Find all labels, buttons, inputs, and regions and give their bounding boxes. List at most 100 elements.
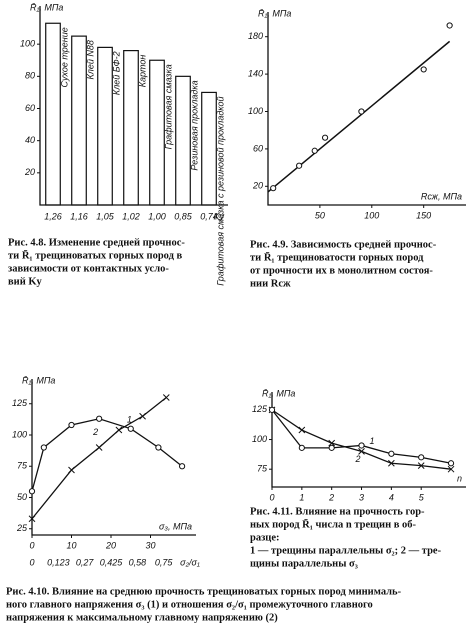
y-tick-label: 125 <box>252 404 268 414</box>
point <box>268 406 276 413</box>
point <box>298 426 306 434</box>
y-tick-label: 140 <box>248 68 263 78</box>
point <box>388 459 395 467</box>
bar <box>175 75 191 206</box>
bar-label: Графитовая смазка <box>164 64 174 149</box>
x2-tick-label: 0,27 <box>76 557 95 567</box>
series-line <box>31 418 183 492</box>
trend-line <box>267 40 451 193</box>
series-label: 2 <box>355 454 361 464</box>
caption-line: зависимости от контактных усло- <box>8 263 169 274</box>
bar-label: Клей N88 <box>86 40 96 79</box>
point <box>68 466 75 474</box>
x-tick-label: 100 <box>364 210 379 220</box>
point <box>28 515 36 523</box>
bar-label: Графитовая смазка с резиновой прокладкой <box>216 96 226 285</box>
y-axis-label: R̄₁, МПа <box>258 8 291 18</box>
point <box>115 426 123 434</box>
x-tick-label: 1,02 <box>122 211 140 221</box>
point <box>417 462 425 469</box>
series-label: 2 <box>92 427 98 437</box>
x-axis-label: Kу <box>213 211 224 221</box>
bar-label: Сухое трение <box>60 27 70 87</box>
caption-line: напряжения к максимальному главному напр… <box>6 612 278 623</box>
point <box>298 444 305 451</box>
point <box>420 66 427 73</box>
point <box>179 463 186 470</box>
series-label: 1 <box>370 436 375 446</box>
y-tick-label: 100 <box>252 434 267 444</box>
x-tick-label: 2 <box>328 492 334 502</box>
caption-line: ти R̄₁ трещиноватости горных пород <box>250 252 424 264</box>
x-tick-label: 0 <box>29 540 34 550</box>
point <box>358 108 365 115</box>
caption-line: Рис. 4.11. Влияние на прочность гор- <box>250 506 425 517</box>
bar-label: Клей БФ-2 <box>112 51 122 95</box>
point <box>162 394 170 401</box>
x-tick-label: 0,85 <box>174 211 193 221</box>
caption-line: ного главного напряжения σ₃ (1) и отноше… <box>6 599 373 610</box>
series-line <box>271 409 452 464</box>
point <box>270 185 277 192</box>
point <box>328 444 335 451</box>
x-tick-label: 5 <box>419 492 425 502</box>
x-tick-label: 4 <box>389 492 394 502</box>
point <box>358 442 365 449</box>
x-tick-label: 20 <box>105 540 116 550</box>
series-line <box>31 396 167 520</box>
y-tick-label: 75 <box>17 461 28 471</box>
x-tick-label: 1,05 <box>96 211 115 221</box>
y-tick-label: 125 <box>12 398 28 408</box>
y-tick-label: 60 <box>25 103 35 113</box>
bar-label: Резиновая прокладка <box>190 80 200 170</box>
x2-tick-label: 0,425 <box>100 557 124 567</box>
y-tick-label: 80 <box>25 71 35 81</box>
caption-line: нии Rсж <box>250 278 291 289</box>
x-tick-label: 50 <box>315 210 325 220</box>
caption-line: вий Kу <box>8 276 43 287</box>
x-tick-label: 1,00 <box>148 211 166 221</box>
point <box>446 22 453 29</box>
point <box>311 147 318 154</box>
point <box>95 444 103 451</box>
caption-line: Рис. 4.10. Влияние на среднюю прочность … <box>6 586 402 597</box>
axis <box>267 12 466 206</box>
point <box>40 444 47 451</box>
point <box>127 425 134 432</box>
x2-tick-label: 0,58 <box>129 557 147 567</box>
point <box>28 488 36 495</box>
caption-line: Рис. 4.8. Изменение средней прочнос- <box>8 237 185 248</box>
y-tick-label: 20 <box>252 181 263 191</box>
axis <box>39 6 228 206</box>
x-axis-label: σ₃, МПа <box>159 521 192 531</box>
caption-line: ных пород R̄₁ числа n трещин в об- <box>250 519 417 531</box>
x2-tick-label: 0,75 <box>155 557 174 567</box>
point <box>447 465 455 473</box>
caption-line: Рис. 4.9. Зависимость средней прочнос- <box>250 239 437 250</box>
x-tick-label: 10 <box>66 540 76 550</box>
caption-line: от прочности их в монолитном состоя- <box>250 265 433 276</box>
bar <box>123 49 139 206</box>
x-axis-label: Rсж, МПа <box>421 191 462 201</box>
y-tick-label: 100 <box>12 429 27 439</box>
point <box>321 134 329 141</box>
y-tick-label: 40 <box>25 135 35 145</box>
caption-line: ти R̄₁ трещиноватых горных пород в <box>8 250 183 262</box>
bar <box>71 35 87 206</box>
point <box>96 415 103 422</box>
x2-tick-label: 0 <box>29 557 34 567</box>
x-tick-label: 1 <box>299 492 304 502</box>
x-tick-label: 0 <box>269 492 274 502</box>
point <box>296 162 303 169</box>
y-tick-label: 100 <box>248 106 263 116</box>
x-tick-label: 3 <box>359 492 364 502</box>
bar <box>149 59 165 206</box>
x-tick-label: 1,26 <box>44 211 62 221</box>
point <box>68 421 75 429</box>
caption-line: разце: <box>250 532 280 543</box>
y-tick-label: 180 <box>248 31 263 41</box>
series-line <box>271 409 452 470</box>
bar-label: Картон <box>138 55 148 88</box>
x2-tick-label: σ₂/σ₁ <box>180 557 200 567</box>
point <box>447 460 455 467</box>
